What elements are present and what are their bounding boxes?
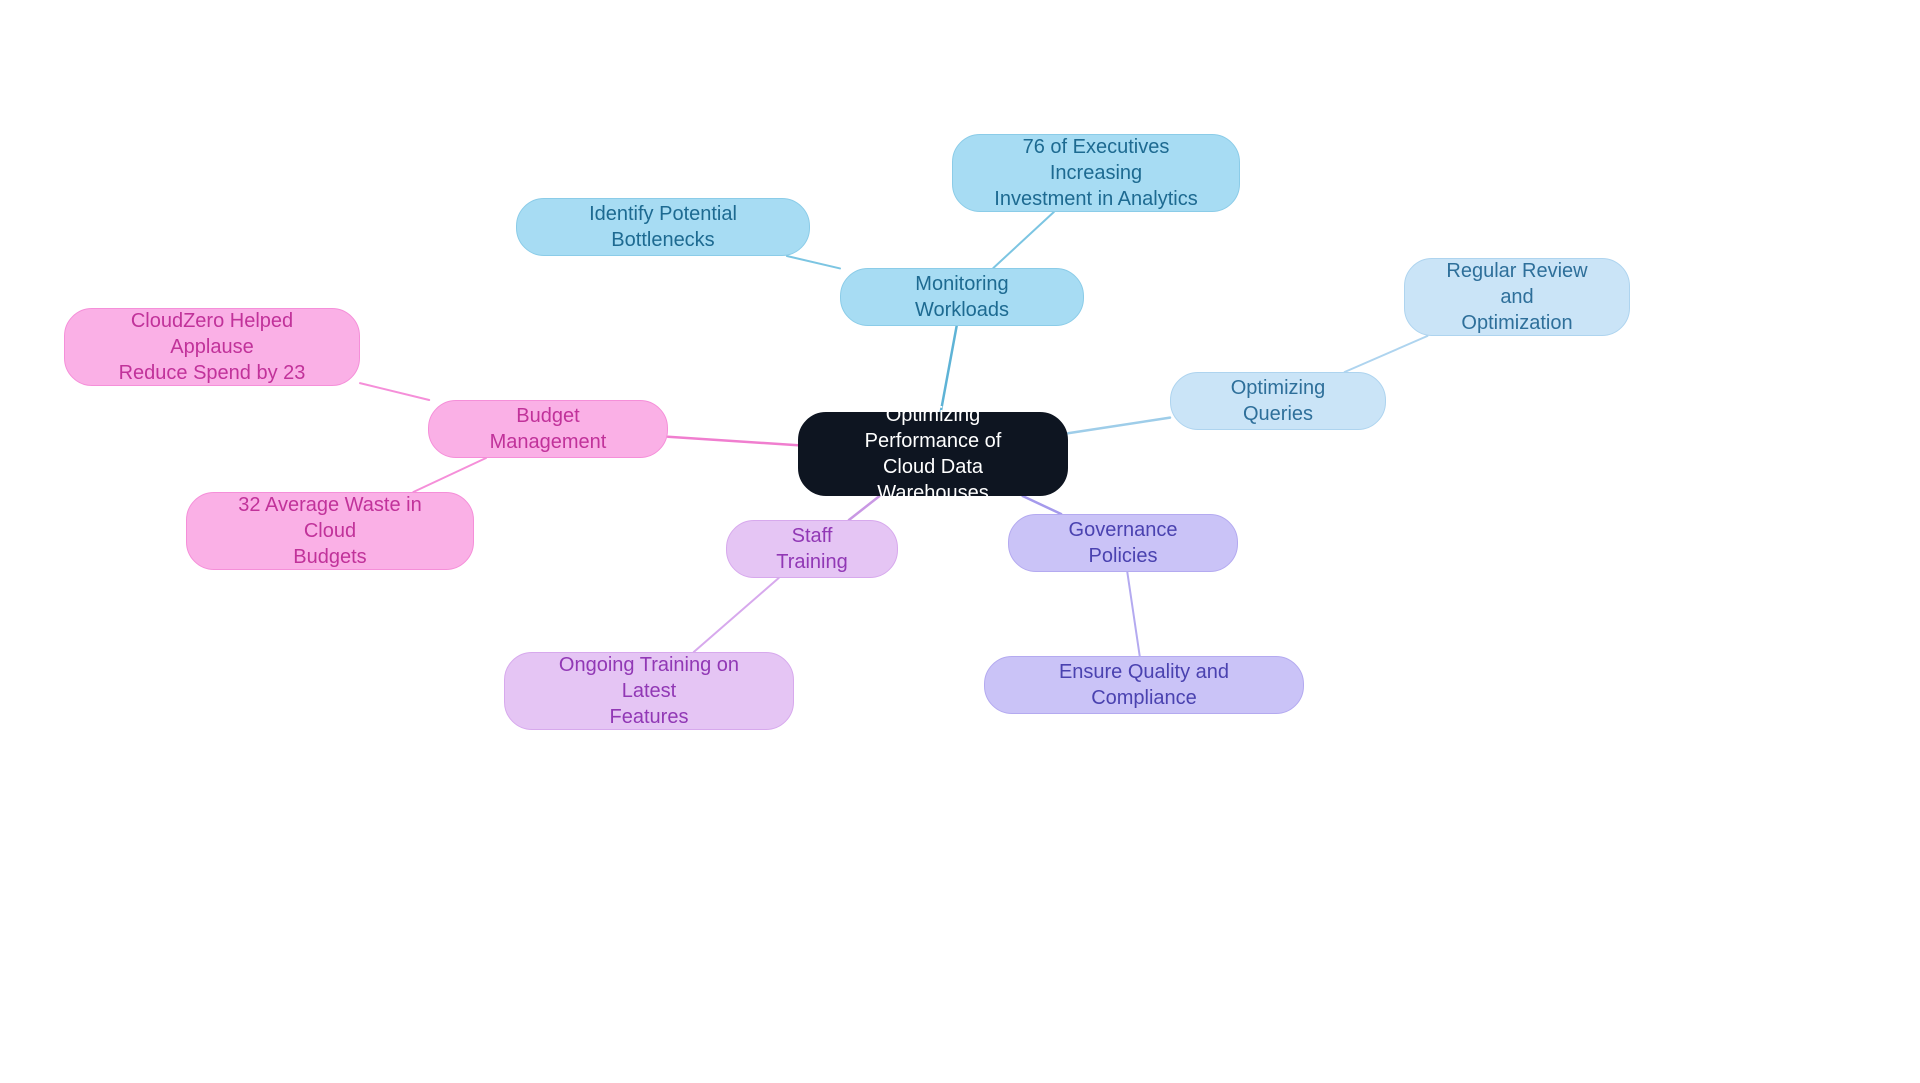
node-budget: Budget Management [428,400,668,458]
node-executives: 76 of Executives Increasing Investment i… [952,134,1240,212]
node-label: 32 Average Waste in Cloud Budgets [215,492,445,570]
edge [1068,418,1170,434]
edge [1345,336,1428,372]
node-waste: 32 Average Waste in Cloud Budgets [186,492,474,570]
node-monitoring: Monitoring Workloads [840,268,1084,326]
edge [787,256,840,268]
node-label: Governance Policies [1037,517,1209,569]
node-label: Ensure Quality and Compliance [1013,659,1275,711]
node-governance: Governance Policies [1008,514,1238,572]
edge [941,326,957,412]
edge [694,578,779,652]
node-label: Staff Training [755,523,869,575]
node-staff_training: Staff Training [726,520,898,578]
node-label: Budget Management [457,403,639,455]
node-bottlenecks: Identify Potential Bottlenecks [516,198,810,256]
node-label: Monitoring Workloads [869,271,1055,323]
node-center: Optimizing Performance of Cloud Data War… [798,412,1068,496]
edge [1127,572,1139,656]
edge [668,437,798,445]
node-cloudzero: CloudZero Helped Applause Reduce Spend b… [64,308,360,386]
edge [360,383,429,400]
node-label: Optimizing Queries [1199,375,1357,427]
node-ongoing_training: Ongoing Training on Latest Features [504,652,794,730]
edge [413,458,486,492]
node-regular_review: Regular Review and Optimization [1404,258,1630,336]
node-label: Ongoing Training on Latest Features [533,652,765,730]
node-label: Optimizing Performance of Cloud Data War… [827,402,1039,506]
node-label: Identify Potential Bottlenecks [545,201,781,253]
node-optimizing_queries: Optimizing Queries [1170,372,1386,430]
node-label: CloudZero Helped Applause Reduce Spend b… [93,308,331,386]
node-quality_compliance: Ensure Quality and Compliance [984,656,1304,714]
edge [993,212,1054,268]
node-label: 76 of Executives Increasing Investment i… [981,134,1211,212]
node-label: Regular Review and Optimization [1433,258,1601,336]
